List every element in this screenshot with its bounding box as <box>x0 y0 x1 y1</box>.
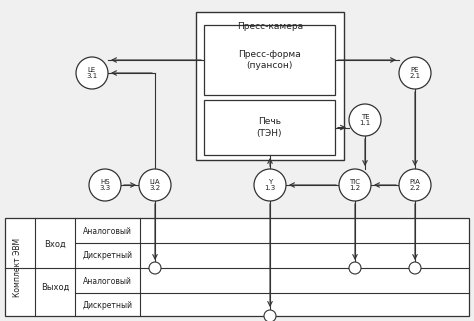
Text: Пресс-форма
(пуансон): Пресс-форма (пуансон) <box>238 50 301 70</box>
Circle shape <box>399 57 431 89</box>
Circle shape <box>349 104 381 136</box>
Text: Аналоговый: Аналоговый <box>83 276 132 285</box>
Circle shape <box>409 262 421 274</box>
Text: LIA
3.2: LIA 3.2 <box>149 179 161 191</box>
Text: Y
1.3: Y 1.3 <box>264 179 275 191</box>
Circle shape <box>254 169 286 201</box>
Text: Выход: Выход <box>41 282 69 291</box>
Circle shape <box>349 262 361 274</box>
Text: Аналоговый: Аналоговый <box>83 227 132 236</box>
Bar <box>204 100 335 155</box>
Text: Дискретный: Дискретный <box>82 251 133 261</box>
Circle shape <box>89 169 121 201</box>
Text: Дискретный: Дискретный <box>82 301 133 310</box>
Bar <box>196 12 344 160</box>
Text: PE
2.1: PE 2.1 <box>410 67 420 79</box>
Text: Вход: Вход <box>44 239 66 248</box>
Circle shape <box>339 169 371 201</box>
Circle shape <box>264 310 276 321</box>
Bar <box>5 218 469 316</box>
Circle shape <box>149 262 161 274</box>
Text: HS
3.3: HS 3.3 <box>100 179 110 191</box>
Text: TIC
1.2: TIC 1.2 <box>349 179 361 191</box>
Text: LE
3.1: LE 3.1 <box>86 67 98 79</box>
Text: PIA
2.2: PIA 2.2 <box>410 179 420 191</box>
Text: Печь
(ТЭН): Печь (ТЭН) <box>257 117 282 138</box>
Text: Пресс-камера: Пресс-камера <box>237 22 303 31</box>
Circle shape <box>76 57 108 89</box>
Circle shape <box>399 169 431 201</box>
Text: Комплект ЭВМ: Комплект ЭВМ <box>13 238 22 297</box>
Circle shape <box>139 169 171 201</box>
Text: TE
1.1: TE 1.1 <box>359 114 371 126</box>
Bar <box>204 25 335 95</box>
